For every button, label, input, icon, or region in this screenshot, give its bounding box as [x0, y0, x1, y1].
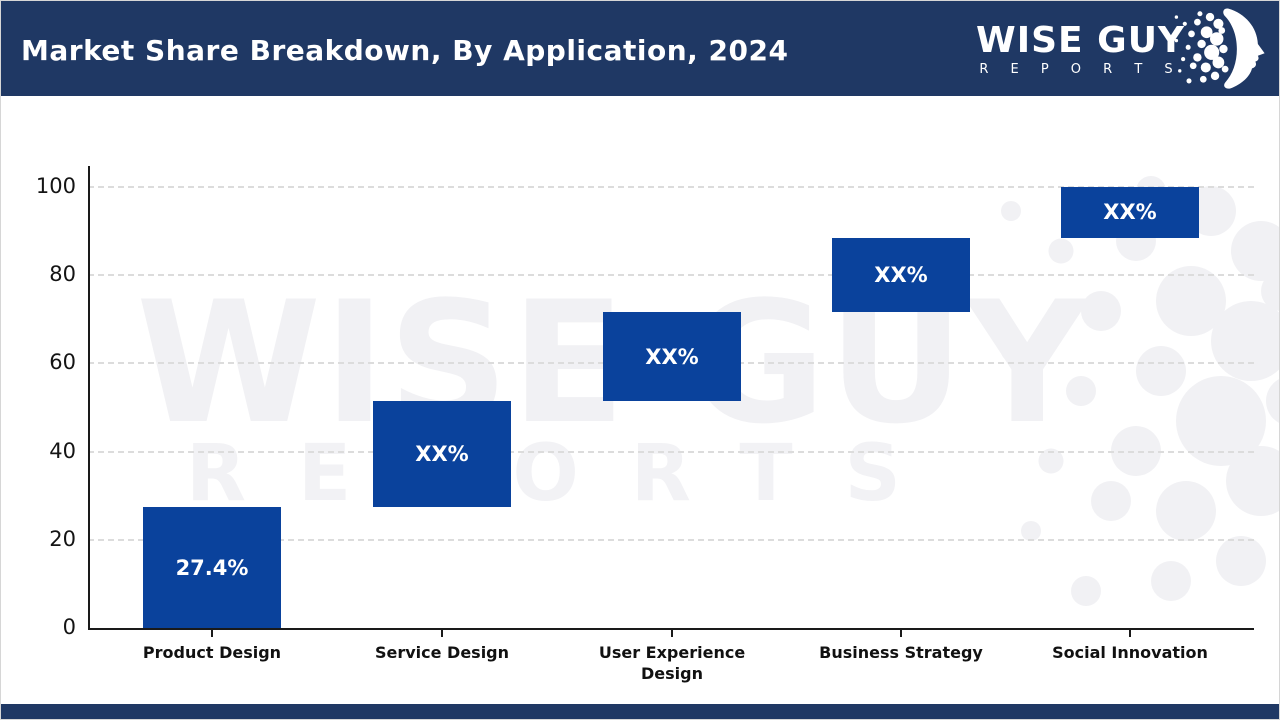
x-axis-category-label: User Experience Design	[598, 643, 746, 683]
gridline-y100	[88, 186, 1254, 188]
gridline-y20	[88, 538, 1254, 541]
bar-value-label: 27.4%	[175, 555, 249, 580]
x-axis-category-label: Product Design	[142, 643, 282, 662]
waterfall-chart: 0 20 40 60 80 100 27.4% Product Design XX% Servic…	[1, 96, 1279, 706]
x-axis-tick	[211, 630, 213, 637]
x-axis-tick	[441, 630, 443, 637]
y-axis-tick-label: 40	[49, 438, 76, 463]
x-axis-tick	[1129, 630, 1131, 637]
waterfall-bar-5	[1061, 187, 1199, 238]
x-axis-category-label: Business Strategy	[819, 643, 983, 662]
x-axis-category-label: Service Design	[374, 643, 510, 662]
y-axis-line	[88, 166, 90, 629]
y-axis-tick-label: 80	[49, 262, 76, 287]
logo-wordmark: WISE GUY	[975, 20, 1185, 61]
page-title: Market Share Breakdown, By Application, …	[21, 34, 789, 67]
y-axis-tick-label: 20	[49, 526, 76, 551]
x-axis-tick	[671, 630, 673, 637]
waterfall-bar-4	[832, 237, 970, 313]
bar-value-label: XX%	[415, 442, 469, 467]
footer-bar	[1, 704, 1279, 719]
waterfall-bar-1	[143, 507, 281, 628]
waterfall-bar-2	[373, 401, 511, 508]
waterfall-bar-3	[603, 312, 741, 402]
bar-value-label: XX%	[645, 344, 699, 369]
gridline-y40	[88, 450, 1254, 453]
gridline-y80	[88, 274, 1254, 277]
y-axis-tick-label: 100	[35, 174, 76, 198]
x-axis-tick	[900, 630, 902, 637]
x-axis-category-label: Social Innovation	[1052, 643, 1208, 662]
wise-guy-reports-logo: WISE GUY R E P O R T S	[976, 7, 1265, 92]
x-axis-line	[88, 628, 1254, 630]
y-axis-tick-label: 0	[62, 615, 76, 639]
bar-value-label: XX%	[1103, 200, 1157, 225]
watermark-reports-text: REPORTS	[186, 429, 953, 519]
watermark-head-icon	[861, 151, 1279, 655]
bar-value-label: XX%	[874, 262, 928, 287]
logo-subtitle: R E P O R T S	[979, 62, 1182, 77]
y-axis-tick-label: 60	[49, 350, 76, 375]
header-bar: Market Share Breakdown, By Application, …	[1, 1, 1279, 96]
